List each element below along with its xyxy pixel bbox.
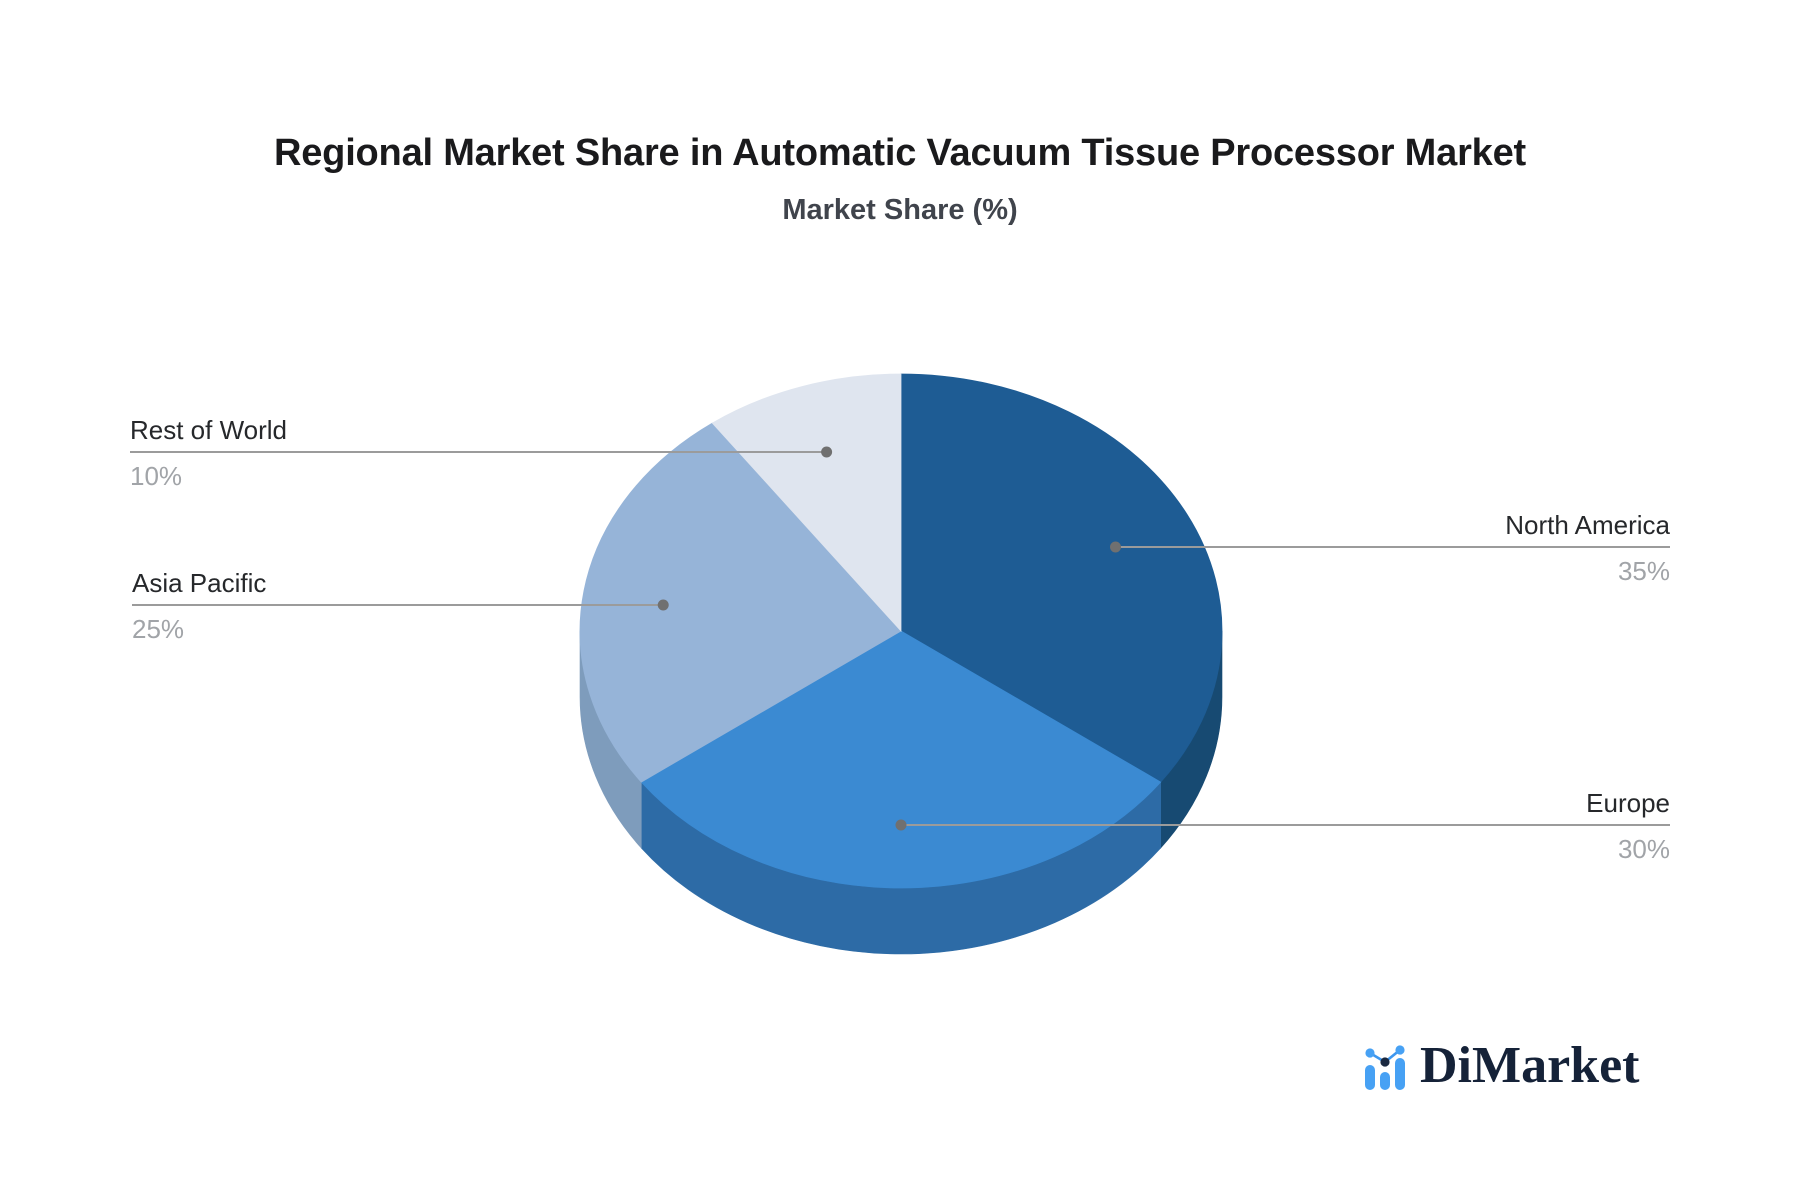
slice-percentage: 35% <box>1617 556 1670 587</box>
slice-label-group-europe: Europe 30% <box>1586 788 1670 865</box>
slice-label-group-rest-of-world: Rest of World 10% <box>130 415 288 492</box>
dimarket-logo-text: DiMarket <box>1420 1037 1640 1095</box>
leader-dot-asia-pacific <box>657 599 669 611</box>
leader-dot-rest-of-world <box>821 446 833 458</box>
slice-label: Asia Pacific <box>132 568 267 598</box>
chart-title: Regional Market Share in Automatic Vacuu… <box>274 132 1526 174</box>
slice-percentage: 25% <box>132 614 185 645</box>
slice-percentage: 10% <box>130 461 183 492</box>
slice-label: Europe <box>1586 788 1670 818</box>
dimarket-logo: DiMarket <box>1364 1037 1640 1095</box>
slice-percentage: 30% <box>1617 834 1670 865</box>
leader-dot-north-america <box>1110 541 1122 553</box>
slice-label-group-north-america: North America 35% <box>1505 510 1670 587</box>
pie-slice-asia-pacific[interactable] <box>579 422 902 783</box>
pie-slice-north-america[interactable] <box>900 373 1223 783</box>
pie-slice-rest-of-world[interactable] <box>711 373 902 633</box>
leader-dot-europe <box>895 819 907 831</box>
chart-subtitle: Market Share (%) <box>782 194 1018 226</box>
slice-label: Rest of World <box>130 415 288 445</box>
slice-label-group-asia-pacific: Asia Pacific 25% <box>132 568 267 645</box>
slice-label: North America <box>1505 510 1670 540</box>
pie-slice-europe[interactable] <box>640 630 1162 889</box>
bar-chart-line-logo-icon <box>1365 1045 1405 1090</box>
